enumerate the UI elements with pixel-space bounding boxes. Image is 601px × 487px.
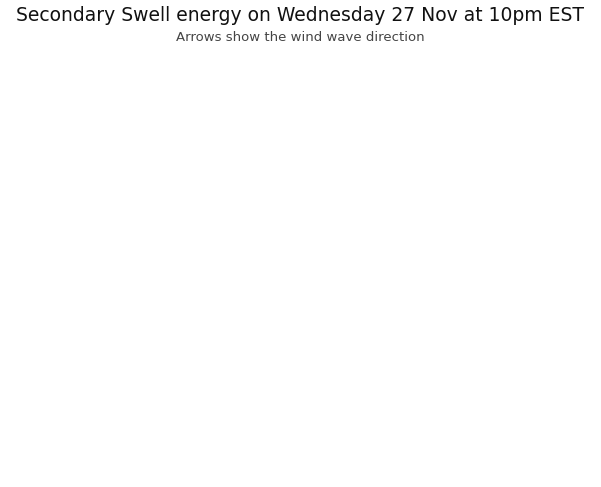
Text: Arrows show the wind wave direction: Arrows show the wind wave direction [176, 31, 425, 44]
Text: Secondary Swell energy on Wednesday 27 Nov at 10pm EST: Secondary Swell energy on Wednesday 27 N… [16, 5, 585, 24]
Text: Cartopy not available:
No module named 'cartopy': Cartopy not available: No module named '… [204, 253, 397, 284]
